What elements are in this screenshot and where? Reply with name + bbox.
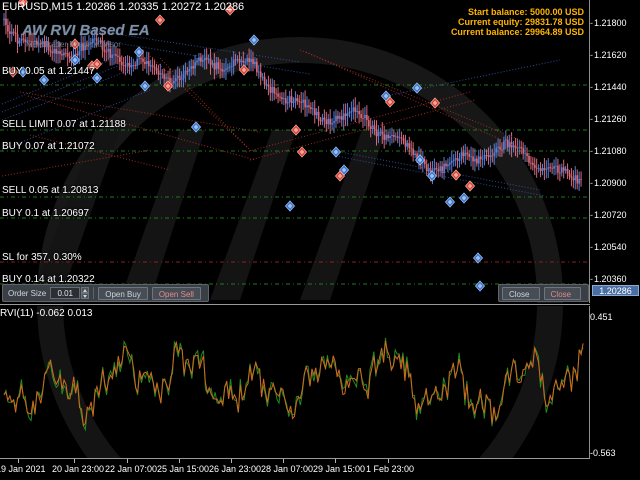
price-tick: -1.21620 <box>590 50 627 60</box>
close-buy-button[interactable]: Close Buy <box>502 286 540 303</box>
price-tick: -1.21800 <box>590 18 627 28</box>
time-tick-mark <box>335 459 336 463</box>
time-tick-mark <box>179 459 180 463</box>
time-tick-label: 26 Jan 23:00 <box>209 464 262 474</box>
price-tick-label: 1.20360 <box>594 274 627 284</box>
open-buy-button[interactable]: Open Buy <box>98 286 148 300</box>
close-control-panel[interactable]: Close Buy Close Sell <box>498 284 589 303</box>
order-label: BUY 0.07 at 1.21072 <box>2 141 95 152</box>
lot-size-input[interactable]: 0.01 <box>50 287 81 299</box>
price-tick-label: 1.21080 <box>594 146 627 156</box>
rvi-oscillator <box>3 337 584 432</box>
panel-divider <box>93 287 95 299</box>
time-tick-label: 20 Jan 23:00 <box>52 464 105 474</box>
pane-separator-2 <box>0 458 590 459</box>
price-candles <box>0 0 589 292</box>
start-balance-text: Start balance: 5000.00 USD <box>467 7 584 17</box>
time-tick-label: 22 Jan 07:00 <box>105 464 158 474</box>
indicator-label: RVI(11) -0.062 0.013 <box>0 308 93 319</box>
pane-separator-1 <box>0 304 590 305</box>
time-tick-label: 19 Jan 2021 <box>0 464 46 474</box>
price-tick: -1.20720 <box>590 210 627 220</box>
indicator-tick-label: -0.563 <box>590 448 616 458</box>
indicator-tick-label: 0.451 <box>590 312 613 322</box>
lot-size-stepper[interactable] <box>81 287 90 300</box>
time-tick-label: 1 Feb 23:00 <box>366 464 415 474</box>
indicator-plot-area[interactable] <box>0 306 589 459</box>
ea-title: AW RVI Based EA <box>22 22 150 39</box>
price-tick-label: 1.21620 <box>594 50 627 60</box>
account-info-box: Start balance: 5000.00 USD Current equit… <box>451 7 584 37</box>
time-tick-mark <box>127 459 128 463</box>
lot-decrease-button[interactable] <box>81 293 90 299</box>
price-tick: -1.20540 <box>590 242 627 252</box>
indicator-scale: 0.451 -0.563 <box>589 306 640 459</box>
time-axis[interactable]: 19 Jan 2021 20 Jan 23:00 22 Jan 07:00 25 Ja… <box>0 459 640 480</box>
open-sell-button[interactable]: Open Sell <box>151 286 201 300</box>
price-scale[interactable]: -1.21800 -1.21620 -1.21440 -1.21260 -1.21080… <box>589 0 640 303</box>
order-label: BUY 0.14 at 1.20322 <box>2 274 95 285</box>
order-size-label: Order Size <box>8 288 47 298</box>
order-label: BUY 0.1 at 1.20697 <box>2 208 90 219</box>
current-balance-text: Current balance: 29964.89 USD <box>450 27 584 37</box>
time-tick-mark <box>231 459 232 463</box>
time-tick-label: 28 Jan 07:00 <box>261 464 314 474</box>
close-sell-button[interactable]: Close Sell <box>543 286 581 303</box>
price-tick-label: 1.20900 <box>594 178 627 188</box>
symbol-ohlc-label: EURUSD,M15 1.20286 1.20335 1.20272 1.202… <box>2 1 245 13</box>
time-tick-mark <box>18 459 19 463</box>
time-tick-label: 25 Jan 15:00 <box>157 464 210 474</box>
time-tick-label: 29 Jan 15:00 <box>313 464 366 474</box>
current-price-label: 1.20286 <box>592 285 639 296</box>
time-tick-mark <box>388 459 389 463</box>
indicator-pane[interactable]: 0.451 -0.563 <box>0 306 640 459</box>
price-tick-label: 1.21260 <box>594 114 627 124</box>
indicator-tick: 0.451 <box>590 312 640 323</box>
indicator-tick: -0.563 <box>590 448 640 459</box>
time-tick-mark <box>283 459 284 463</box>
price-tick-label: 1.21800 <box>594 18 627 28</box>
price-tick: -1.21440 <box>590 82 627 92</box>
price-tick-label: 1.20540 <box>594 242 627 252</box>
lot-increase-button[interactable] <box>81 287 90 293</box>
ea-subtitle: MetaTrader Expert Advisor <box>26 40 121 49</box>
price-tick: -1.20360 <box>590 274 627 284</box>
price-tick-label: 1.20720 <box>594 210 627 220</box>
order-label: BUY 0.05 at 1.21447 <box>2 66 95 77</box>
order-label: SELL 0.05 at 1.20813 <box>2 185 99 196</box>
price-tick: -1.20900 <box>590 178 627 188</box>
current-equity-text: Current equity: 29831.78 USD <box>457 17 584 27</box>
price-tick: -1.21080 <box>590 146 627 156</box>
price-tick-label: 1.21440 <box>594 82 627 92</box>
price-tick: -1.21260 <box>590 114 627 124</box>
order-label: SELL LIMIT 0.07 at 1.21188 <box>2 119 126 130</box>
time-tick-mark <box>74 459 75 463</box>
order-label: SL for 357, 0.30% <box>2 252 82 263</box>
trade-control-panel[interactable]: Order Size 0.01 Open Buy Open Sell <box>2 284 209 302</box>
